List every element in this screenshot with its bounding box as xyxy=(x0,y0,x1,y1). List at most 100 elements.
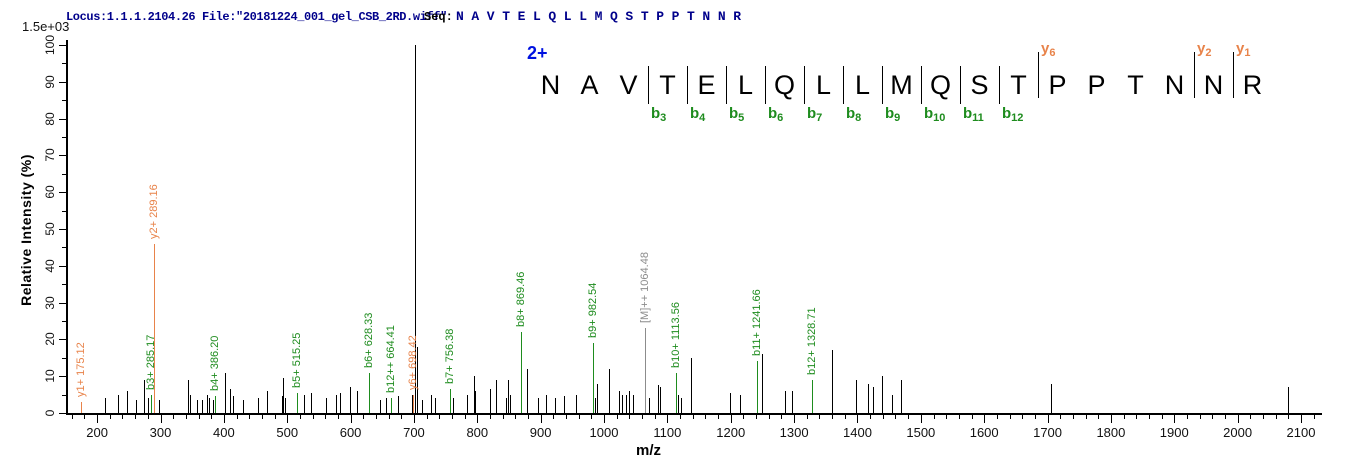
y-tick-label: 0 xyxy=(43,409,57,417)
y-minor-tick xyxy=(62,137,66,138)
x-major-tick xyxy=(794,415,796,423)
x-minor-tick xyxy=(236,415,238,419)
peptide-residue: L xyxy=(737,70,754,100)
b-ion-label: b10 xyxy=(924,105,946,124)
x-minor-tick xyxy=(1123,415,1125,419)
x-tick-label: 800 xyxy=(466,425,489,440)
y-minor-tick xyxy=(62,100,66,102)
peak xyxy=(633,394,635,413)
peptide-residue: N xyxy=(1203,70,1224,100)
x-tick-label: 2100 xyxy=(1286,425,1316,440)
b-fragment-divider xyxy=(804,66,805,104)
peak-label: b7+ 756.38 xyxy=(443,328,456,385)
x-minor-tick xyxy=(502,415,504,419)
labeled-peak xyxy=(151,394,153,413)
peak xyxy=(224,372,226,413)
y-major-tick xyxy=(59,376,66,378)
peak xyxy=(349,387,351,413)
x-tick-label: 1900 xyxy=(1159,425,1189,440)
b-fragment-divider xyxy=(765,66,766,104)
b-ion-label: b9 xyxy=(885,105,901,124)
x-minor-tick xyxy=(299,415,301,419)
x-major-tick xyxy=(1110,415,1112,423)
peak xyxy=(230,389,232,413)
peak xyxy=(882,376,884,413)
peptide-residue: L xyxy=(815,70,832,100)
x-minor-tick xyxy=(122,415,124,419)
labeled-peak xyxy=(449,389,451,413)
b-ion-label: b12 xyxy=(1002,105,1024,124)
peak xyxy=(104,398,106,413)
x-minor-tick xyxy=(895,415,897,419)
y-major-tick xyxy=(59,45,66,46)
y-major-tick xyxy=(59,192,66,194)
x-minor-tick xyxy=(768,415,770,419)
peak xyxy=(761,354,763,413)
x-tick-label: 200 xyxy=(86,425,108,440)
y-major-tick xyxy=(59,339,66,341)
labeled-peak xyxy=(521,332,523,413)
peak xyxy=(190,394,192,413)
peak-label: [M]++ 1064.48 xyxy=(638,252,651,324)
b-ion-label: b7 xyxy=(807,105,823,124)
y-fragment-divider xyxy=(1038,52,1039,98)
peak xyxy=(422,400,424,413)
peak xyxy=(136,400,138,413)
x-minor-tick xyxy=(832,415,834,419)
b-ion-label: b8 xyxy=(846,105,862,124)
peak-label: b6+ 628.33 xyxy=(362,312,375,368)
x-minor-tick xyxy=(1224,415,1226,419)
y-tick-label: 40 xyxy=(43,259,57,273)
x-minor-tick xyxy=(173,415,175,419)
x-major-tick xyxy=(984,415,986,423)
x-major-tick xyxy=(857,415,859,423)
y-minor-tick xyxy=(62,284,66,286)
peak-label: b4+ 386.20 xyxy=(209,336,222,392)
x-minor-tick xyxy=(1009,415,1011,419)
x-minor-tick xyxy=(971,415,973,419)
x-minor-tick xyxy=(211,415,213,419)
x-minor-tick xyxy=(654,415,656,419)
peak xyxy=(892,394,894,413)
y-tick-label: 10 xyxy=(43,369,57,383)
labeled-peak xyxy=(675,372,677,413)
x-minor-tick xyxy=(1288,415,1290,419)
labeled-peak xyxy=(592,343,594,413)
y-major-tick xyxy=(59,413,66,414)
y-major-tick xyxy=(59,229,66,230)
peak-label: y1+ 175.12 xyxy=(75,342,88,397)
x-tick-label: 1300 xyxy=(779,425,809,440)
peptide-residue: P xyxy=(1048,70,1067,100)
peak xyxy=(872,387,874,413)
x-minor-tick xyxy=(1262,415,1264,419)
peak xyxy=(282,378,284,413)
peak xyxy=(398,396,400,413)
x-minor-tick xyxy=(464,415,466,419)
peak-label: b11+ 1241.66 xyxy=(751,289,764,357)
peak xyxy=(386,398,388,413)
peak xyxy=(158,400,160,413)
x-tick-label: 1400 xyxy=(843,425,872,440)
x-tick-label: 500 xyxy=(276,425,299,440)
x-major-tick xyxy=(223,415,225,423)
peak xyxy=(206,394,208,413)
x-minor-tick xyxy=(147,415,149,419)
y-major-tick xyxy=(59,81,66,83)
x-major-tick xyxy=(97,415,99,423)
x-minor-tick xyxy=(1034,415,1036,419)
peptide-residue: N xyxy=(1164,70,1185,100)
x-minor-tick xyxy=(642,415,644,419)
peptide-residue: T xyxy=(1127,70,1144,100)
y-minor-tick xyxy=(62,321,66,322)
x-tick-label: 900 xyxy=(529,425,552,440)
peak xyxy=(325,398,327,413)
x-tick-label: 1600 xyxy=(969,425,999,440)
y-minor-tick xyxy=(62,394,66,396)
peak xyxy=(380,400,382,413)
peak xyxy=(832,350,834,413)
x-major-tick xyxy=(477,415,479,423)
x-minor-tick xyxy=(1022,415,1024,419)
x-tick-label: 1800 xyxy=(1096,425,1126,440)
